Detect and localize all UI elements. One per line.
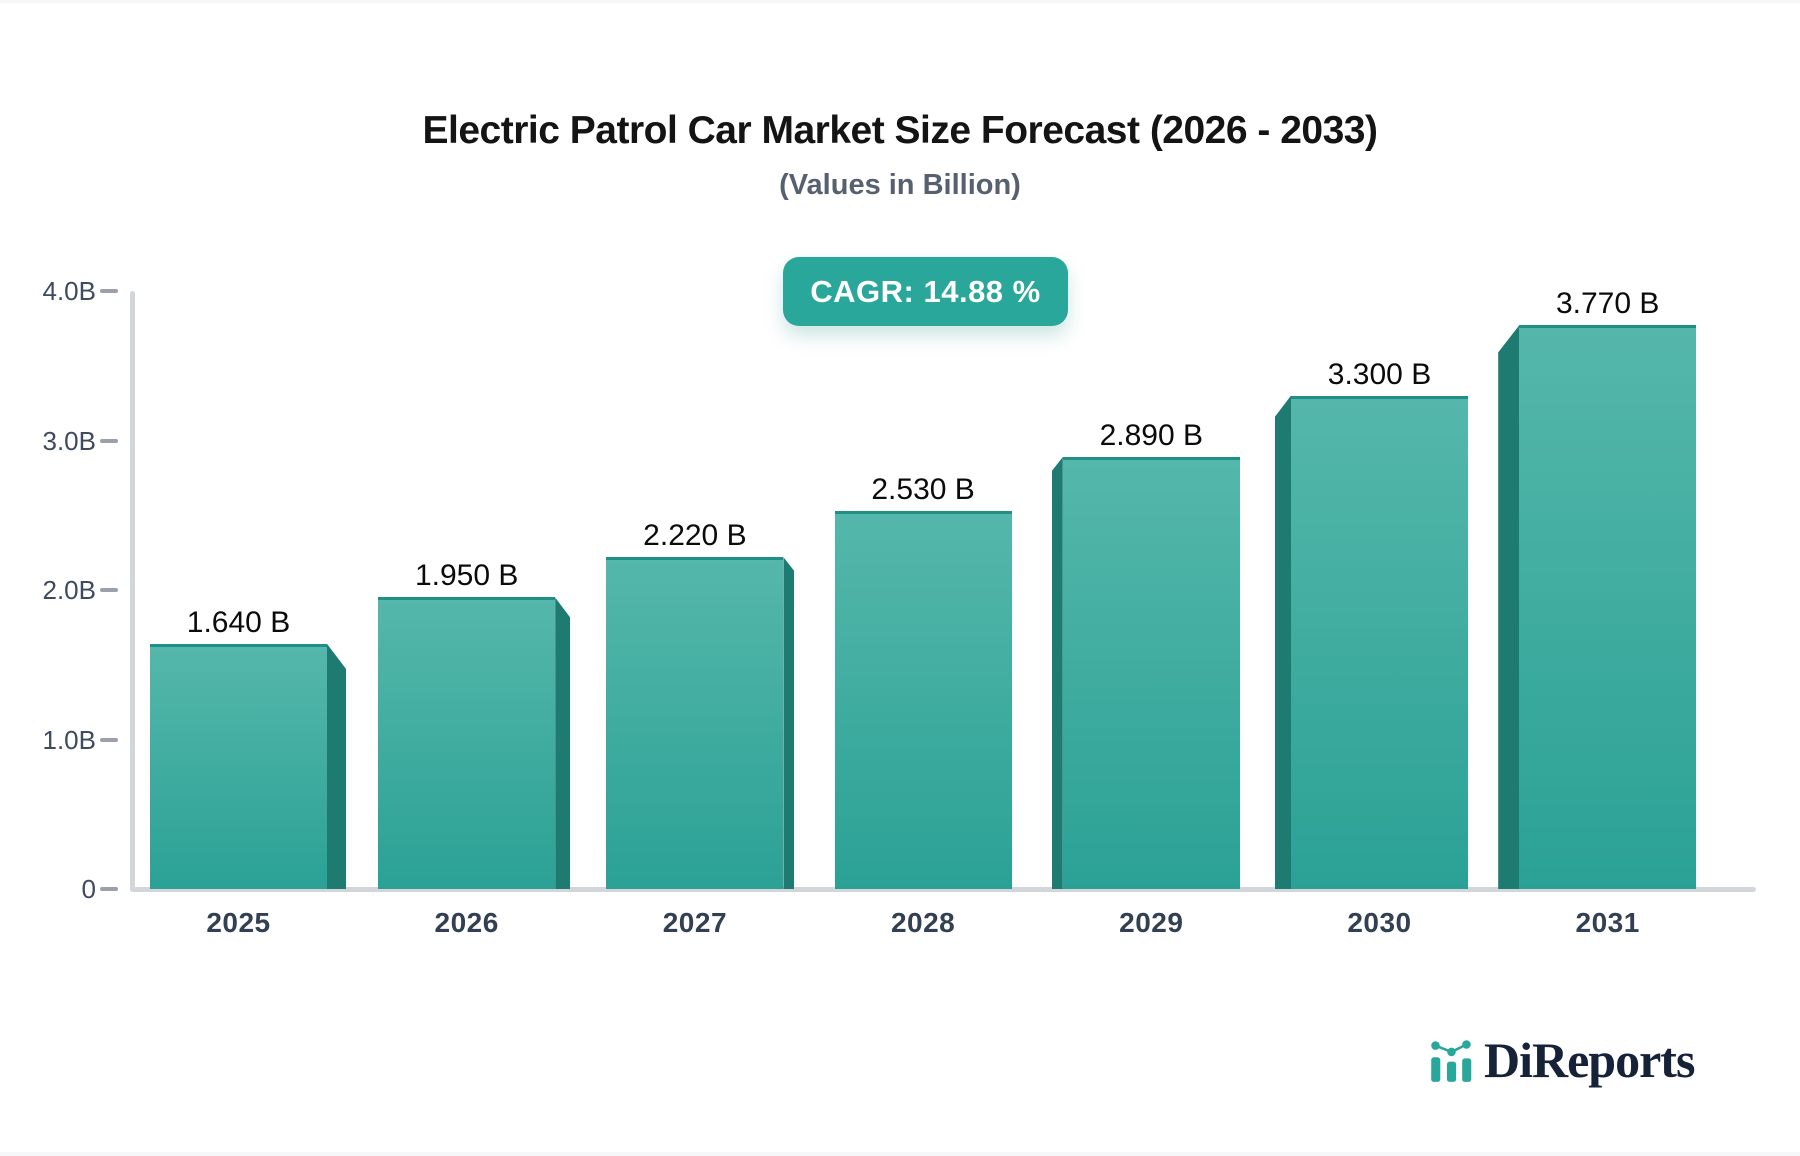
page-title: Electric Patrol Car Market Size Forecast…	[422, 109, 1378, 152]
y-axis-tick	[100, 289, 118, 293]
x-axis-label: 2028	[890, 907, 956, 938]
bar-side-face	[555, 597, 571, 889]
bar-side-face	[1275, 395, 1291, 889]
bar	[606, 557, 784, 889]
bar-value-label: 1.640 B	[186, 605, 291, 639]
y-axis-tick	[100, 438, 118, 443]
brand-logo-icon	[1431, 1039, 1472, 1082]
bar	[378, 597, 556, 889]
y-axis-label: 3.0B	[42, 425, 97, 456]
y-axis-label: 2.0B	[42, 575, 97, 605]
y-axis-line	[130, 291, 135, 891]
y-axis-label: 4.0B	[42, 276, 97, 306]
bar-value-label: 3.770 B	[1555, 287, 1660, 321]
y-axis-label: 0	[81, 874, 96, 904]
bar-side-face	[783, 557, 795, 889]
brand-name: DiReports	[1484, 1032, 1695, 1088]
bar-value-label: 1.950 B	[414, 559, 519, 593]
bar	[1062, 456, 1240, 889]
bar-chart: 0 1.0B 2.0B 3.0B 4.0B 1.640 B 2025 1.950 B 2026 2…	[0, 3, 1800, 1152]
bar	[834, 510, 1012, 889]
y-axis-tick	[100, 737, 118, 742]
x-axis-label: 2030	[1347, 907, 1412, 938]
x-axis-label: 2031	[1575, 907, 1640, 938]
bar	[150, 643, 327, 889]
bar-side-face	[1051, 456, 1063, 889]
bar-value-label: 3.300 B	[1327, 357, 1432, 391]
x-axis-label: 2026	[434, 907, 499, 938]
bar-value-label: 2.220 B	[643, 519, 747, 553]
bar	[1519, 325, 1697, 889]
cagr-badge: CAGR: 14.88 %	[783, 257, 1068, 326]
y-axis-tick	[100, 887, 118, 891]
bar-side-face	[327, 643, 346, 889]
bar-value-label: 2.890 B	[1099, 418, 1203, 452]
x-axis-label: 2025	[206, 907, 271, 938]
cagr-badge-label: CAGR: 14.88 %	[810, 273, 1041, 309]
x-axis-label: 2029	[1119, 907, 1184, 938]
x-axis-label: 2027	[662, 907, 728, 938]
bar-side-face	[1498, 325, 1520, 889]
brand-logo: DiReports	[1428, 1031, 1695, 1089]
bar	[1291, 395, 1468, 889]
chart-subtitle: (Values in Billion)	[779, 169, 1021, 201]
y-axis-tick	[100, 588, 118, 592]
x-axis-line	[130, 887, 1756, 892]
bar-value-label: 2.530 B	[871, 472, 975, 506]
y-axis-label: 1.0B	[42, 724, 97, 755]
